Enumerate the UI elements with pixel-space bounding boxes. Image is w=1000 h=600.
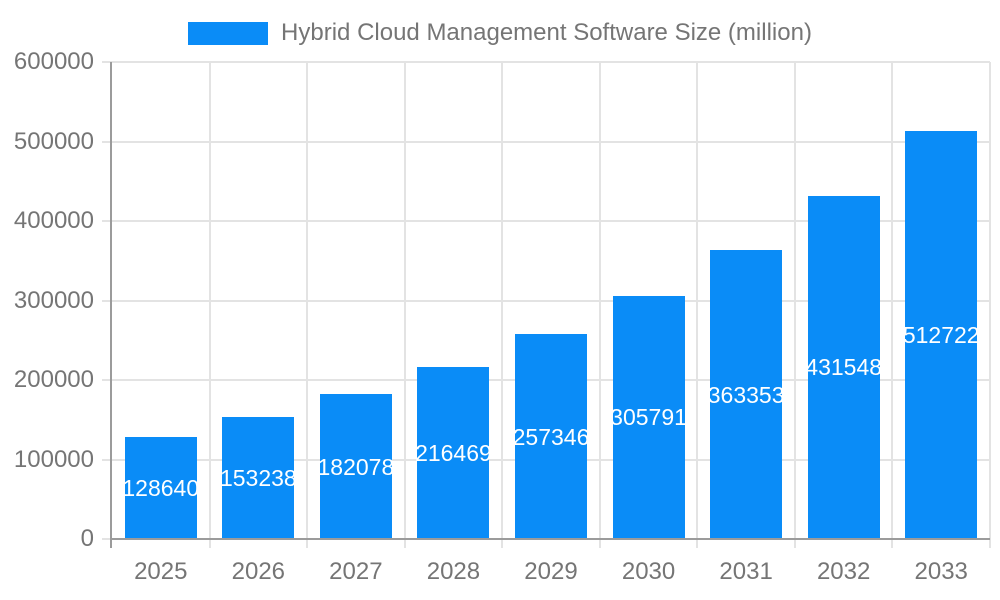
y-tick-label: 600000 [13, 48, 94, 75]
bar[interactable] [124, 436, 197, 539]
h-gridline [112, 140, 990, 143]
y-tick-label: 200000 [13, 366, 94, 393]
v-gridline [793, 62, 796, 548]
v-gridline [891, 62, 894, 548]
legend-swatch [188, 21, 269, 45]
bar[interactable] [319, 394, 392, 539]
x-tick-label: 2030 [621, 558, 676, 585]
bar-value-label: 153238 [219, 465, 297, 492]
bar[interactable] [905, 131, 978, 539]
y-tick-label: 0 [80, 525, 94, 552]
bar[interactable] [515, 334, 587, 539]
x-tick-label: 2029 [524, 558, 578, 585]
y-tick-mark [102, 299, 112, 302]
bar-value-label: 431548 [805, 354, 883, 381]
bar-value-label: 182078 [317, 453, 395, 480]
y-tick-label: 400000 [13, 207, 94, 234]
bar[interactable] [417, 366, 490, 539]
y-tick-mark [102, 538, 112, 540]
x-tick-label: 2027 [329, 558, 383, 585]
legend-label: Hybrid Cloud Management Software Size (m… [281, 19, 812, 46]
x-tick-label: 2025 [134, 558, 188, 585]
y-tick-label: 100000 [13, 445, 94, 473]
h-gridline [112, 220, 990, 222]
v-gridline [208, 62, 211, 548]
h-gridline [112, 61, 990, 63]
y-tick-mark [102, 61, 112, 63]
x-tick-label: 2028 [426, 558, 481, 585]
y-tick-mark [102, 220, 112, 222]
x-tick-label: 2033 [914, 558, 968, 585]
x-axis-line [110, 538, 990, 540]
y-tick-mark [102, 458, 112, 461]
bar-value-label: 363353 [707, 381, 785, 408]
legend-item[interactable]: Hybrid Cloud Management Software Size (m… [0, 21, 1000, 45]
y-tick-mark [102, 140, 112, 143]
y-tick-mark [102, 379, 112, 381]
v-gridline [501, 62, 504, 548]
x-tick-label: 2031 [719, 558, 773, 585]
bar-value-label: 128640 [122, 474, 200, 501]
bar[interactable] [710, 250, 783, 539]
bar[interactable] [807, 195, 880, 539]
v-gridline [598, 62, 601, 548]
bar-value-label: 512722 [902, 322, 980, 349]
x-tick-label: 2026 [231, 558, 286, 585]
h-gridline [112, 299, 990, 302]
bar-value-label: 216469 [415, 439, 492, 466]
x-tick-label: 2032 [816, 558, 871, 585]
y-tick-label: 500000 [13, 127, 94, 155]
v-gridline [403, 62, 406, 548]
bar[interactable] [612, 295, 685, 539]
v-gridline [989, 62, 991, 548]
bar[interactable] [222, 417, 295, 539]
v-gridline [696, 62, 699, 548]
bar-value-label: 305791 [610, 404, 687, 431]
bar-value-label: 257346 [512, 423, 590, 450]
v-gridline [306, 62, 309, 548]
y-axis-line [110, 62, 112, 548]
y-tick-label: 300000 [13, 286, 94, 314]
